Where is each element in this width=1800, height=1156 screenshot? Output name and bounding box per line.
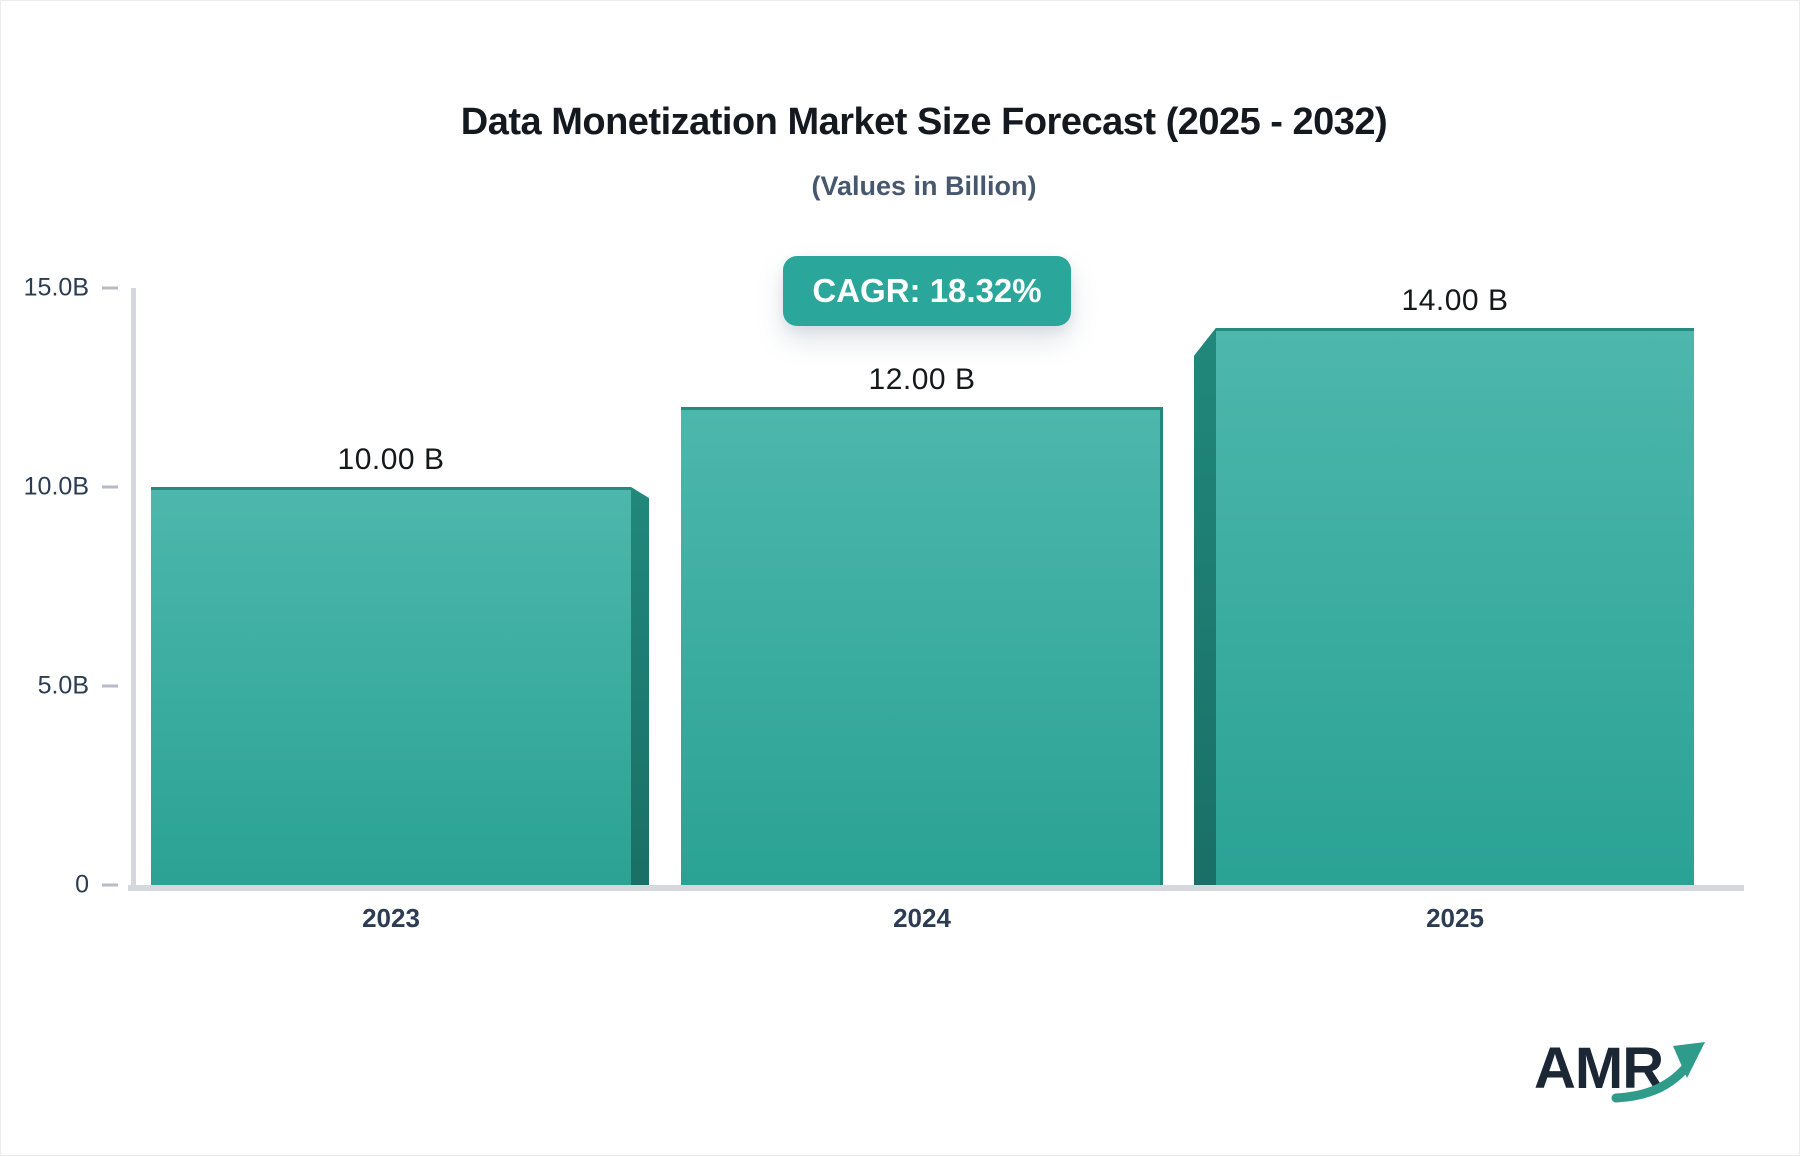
bar-value-label: 10.00 B [337, 443, 445, 476]
bar-value-label: 12.00 B [868, 363, 976, 397]
x-axis-label-2025: 2025 [1426, 903, 1484, 933]
bar-2025[interactable] [1216, 327, 1694, 885]
bar-3d-side [1194, 327, 1216, 885]
bar-2023[interactable] [151, 487, 631, 885]
chart-subtitle: (Values in Billion) [811, 171, 1037, 201]
logo-growth-arrow-head-icon [1673, 1042, 1705, 1078]
bar-3d-side [631, 487, 649, 885]
x-axis-label-2023: 2023 [362, 903, 420, 933]
chart-title: Data Monetization Market Size Forecast (… [460, 101, 1388, 143]
cagr-badge: CAGR: 18.32% [783, 256, 1071, 326]
amr-logo: AMR [1534, 1036, 1705, 1103]
bar-value-label: 14.00 B [1401, 283, 1509, 317]
y-tick-mark [102, 684, 118, 688]
x-axis-label-2024: 2024 [893, 903, 951, 933]
y-tick-label: 5.0B [37, 671, 89, 700]
y-tick-label: 15.0B [23, 273, 89, 302]
y-axis-line [131, 288, 136, 885]
y-tick-label: 10.0B [23, 472, 89, 501]
y-tick-mark [102, 485, 118, 489]
y-tick-label: 0 [75, 870, 89, 899]
y-tick-mark [102, 286, 118, 290]
x-axis-baseline [128, 885, 1744, 891]
y-tick-mark [102, 883, 118, 887]
bar-2024[interactable] [681, 407, 1163, 885]
logo-growth-arrow-tail [1611, 1059, 1694, 1103]
